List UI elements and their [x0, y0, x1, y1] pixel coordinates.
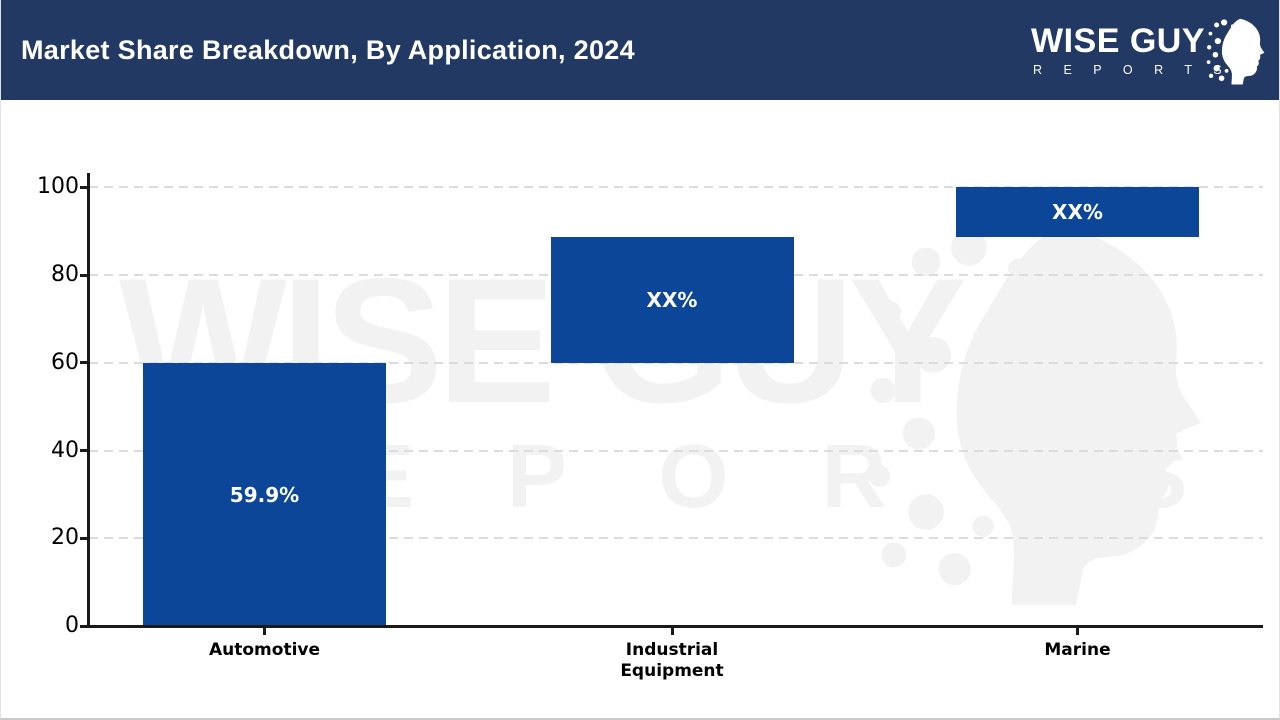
x-tick-marine	[1076, 626, 1079, 635]
logo-head-icon	[1206, 18, 1265, 85]
y-tick-40	[80, 449, 89, 453]
logo-text: WISE GUY R E P O R T S	[1027, 22, 1231, 77]
page-title: Market Share Breakdown, By Application, …	[21, 34, 635, 65]
y-tick-label-60: 60	[51, 349, 79, 375]
y-tick-60	[80, 361, 89, 365]
chart-plot-area: 0 20 40 60 80 100 59.9% XX% XX% Automotive Industr…	[1, 100, 1279, 718]
x-tick-label-marine: Marine	[1044, 640, 1111, 660]
x-axis-spine	[87, 625, 1263, 628]
x-tick-label-industrial-equipment: Industrial Equipment	[620, 640, 724, 682]
header-bar: Market Share Breakdown, By Application, …	[1, 0, 1279, 100]
y-gridline-40	[89, 449, 1263, 452]
y-gridline-20	[89, 537, 1263, 540]
bar-marine	[956, 187, 1199, 237]
bar-label-industrial-equipment: XX%	[646, 288, 698, 313]
x-tick-automotive	[263, 626, 266, 635]
y-tick-label-40: 40	[51, 437, 79, 463]
bar-label-automotive: 59.9%	[229, 482, 300, 507]
y-tick-0	[80, 624, 89, 628]
y-tick-80	[80, 273, 89, 277]
bar-label-marine: XX%	[1052, 200, 1103, 225]
y-axis-spine	[87, 173, 90, 628]
bar-automotive	[143, 363, 386, 626]
y-gridline-100	[89, 186, 1263, 189]
wise-guy-logo: WISE GUY R E P O R T S	[1027, 8, 1265, 94]
logo-name: WISE GUY	[1030, 22, 1206, 60]
logo-tagline: R E P O R T S	[1033, 62, 1231, 77]
y-tick-label-20: 20	[51, 525, 79, 551]
y-tick-label-0: 0	[65, 613, 79, 638]
x-tick-industrial-equipment	[670, 626, 674, 635]
y-tick-20	[80, 536, 89, 540]
bar-industrial-equipment	[550, 236, 794, 364]
y-tick-label-80: 80	[51, 262, 79, 288]
x-tick-label-automotive: Automotive	[208, 640, 321, 660]
y-tick-100	[80, 185, 89, 189]
y-tick-label-100: 100	[37, 174, 79, 200]
